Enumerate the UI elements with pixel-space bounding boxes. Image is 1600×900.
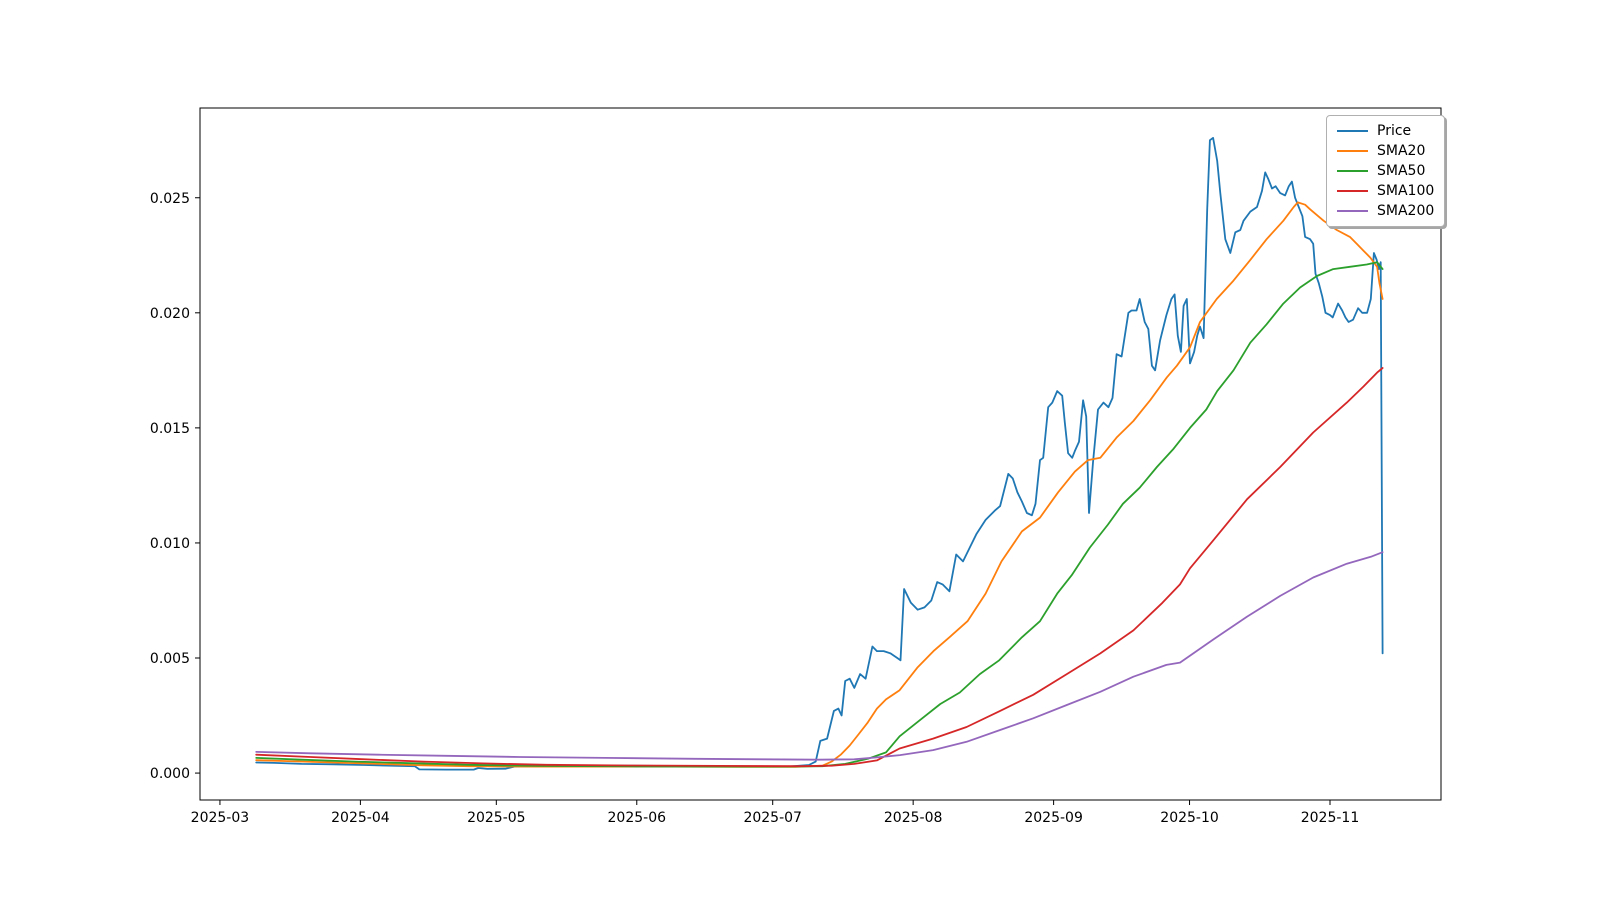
- legend-entry-sma100: SMA100: [1337, 181, 1434, 201]
- series-lines: [255, 136, 1384, 771]
- y-axis: 0.000 0.005 0.010 0.015 0.020 0.025: [150, 191, 200, 782]
- x-tick-label: 2025-05: [467, 810, 526, 826]
- x-tick-label: 2025-08: [884, 810, 943, 826]
- x-tick-label: 2025-10: [1160, 810, 1219, 826]
- series-line-price: [255, 136, 1384, 771]
- legend-line-swatch: [1337, 170, 1368, 172]
- legend-line-swatch: [1337, 150, 1368, 152]
- y-tick-label: 0.020: [150, 306, 190, 322]
- legend-label: SMA200: [1377, 203, 1435, 219]
- legend: Price SMA20 SMA50 SMA100 SMA200: [1326, 115, 1446, 227]
- legend-line-swatch: [1337, 210, 1368, 212]
- x-tick-label: 2025-07: [743, 810, 802, 826]
- legend-entry-sma50: SMA50: [1337, 161, 1434, 181]
- x-tick-label: 2025-11: [1301, 810, 1360, 826]
- x-tick-label: 2025-06: [608, 810, 667, 826]
- x-tick-label: 2025-09: [1024, 810, 1083, 826]
- x-tick-label: 2025-04: [331, 810, 390, 826]
- y-tick-label: 0.005: [150, 651, 190, 667]
- legend-label: SMA20: [1377, 143, 1426, 159]
- plot-area: [199, 107, 1442, 801]
- legend-label: Price: [1377, 123, 1412, 139]
- x-axis: 2025-03 2025-04 2025-05 2025-06 2025-07 2025-…: [191, 800, 1360, 826]
- series-line-sma100: [255, 367, 1384, 768]
- y-tick-label: 0.025: [150, 191, 190, 207]
- y-tick-label: 0.015: [150, 421, 190, 437]
- y-tick-label: 0.010: [150, 536, 190, 552]
- legend-label: SMA100: [1377, 183, 1435, 199]
- legend-entry-sma20: SMA20: [1337, 141, 1434, 161]
- legend-label: SMA50: [1377, 163, 1426, 179]
- series-line-sma200: [255, 551, 1384, 761]
- legend-line-swatch: [1337, 190, 1368, 192]
- x-tick-label: 2025-03: [191, 810, 250, 826]
- legend-line-swatch: [1337, 130, 1368, 132]
- y-tick-label: 0.000: [150, 766, 190, 782]
- legend-entry-price: Price: [1337, 121, 1434, 141]
- legend-entry-sma200: SMA200: [1337, 201, 1434, 221]
